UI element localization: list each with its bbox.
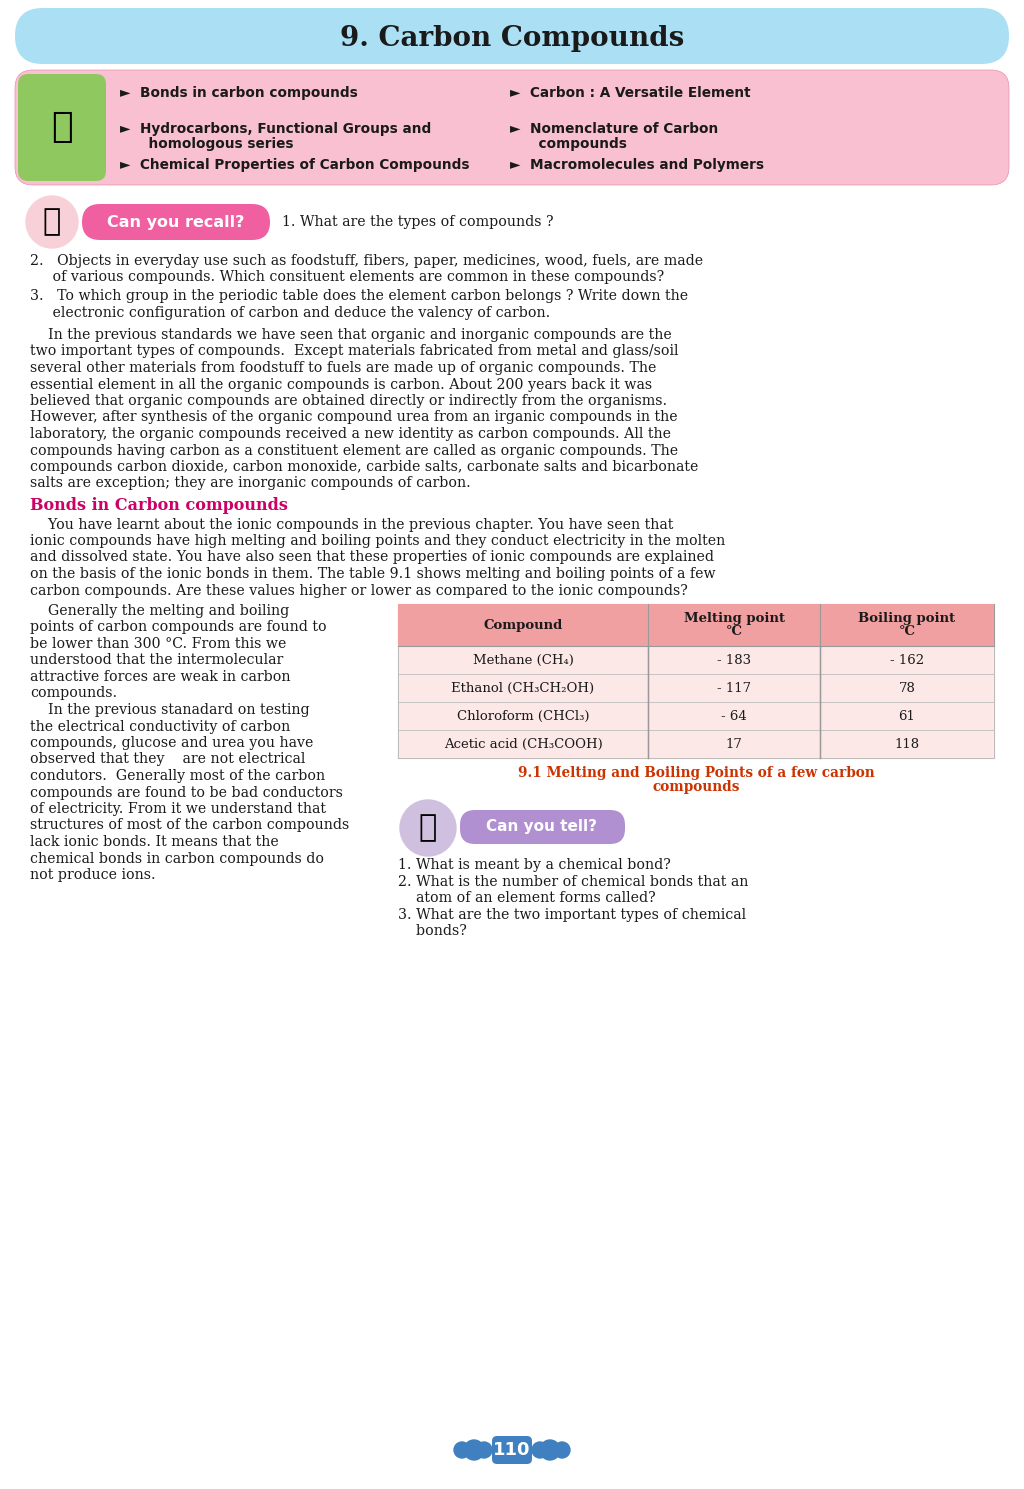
Text: homologous series: homologous series xyxy=(120,137,294,150)
Circle shape xyxy=(26,197,78,249)
FancyBboxPatch shape xyxy=(15,7,1009,64)
Text: 2.   Objects in everyday use such as foodstuff, fibers, paper, medicines, wood, : 2. Objects in everyday use such as foods… xyxy=(30,255,703,268)
FancyBboxPatch shape xyxy=(18,74,106,182)
Text: Compound: Compound xyxy=(483,618,562,631)
Bar xyxy=(398,605,994,646)
Text: 78: 78 xyxy=(899,682,915,694)
Text: compounds carbon dioxide, carbon monoxide, carbide salts, carbonate salts and bi: compounds carbon dioxide, carbon monoxid… xyxy=(30,460,698,474)
Text: 17: 17 xyxy=(726,737,742,750)
Text: compounds are found to be bad conductors: compounds are found to be bad conductors xyxy=(30,786,343,800)
Text: on the basis of the ionic bonds in them. The table 9.1 shows melting and boiling: on the basis of the ionic bonds in them.… xyxy=(30,567,716,581)
Text: ►  Nomenclature of Carbon: ► Nomenclature of Carbon xyxy=(510,122,718,135)
Text: ►  Chemical Properties of Carbon Compounds: ► Chemical Properties of Carbon Compound… xyxy=(120,158,469,173)
Text: salts are exception; they are inorganic compounds of carbon.: salts are exception; they are inorganic … xyxy=(30,476,471,490)
Text: Bonds in Carbon compounds: Bonds in Carbon compounds xyxy=(30,497,288,514)
Text: Methane (CH₄): Methane (CH₄) xyxy=(472,654,573,667)
Text: 2. What is the number of chemical bonds that an: 2. What is the number of chemical bonds … xyxy=(398,874,749,889)
Text: compounds having carbon as a constituent element are called as organic compounds: compounds having carbon as a constituent… xyxy=(30,444,678,457)
Circle shape xyxy=(476,1441,492,1458)
Text: lack ionic bonds. It means that the: lack ionic bonds. It means that the xyxy=(30,835,279,849)
Text: laboratory, the organic compounds received a new identity as carbon compounds. A: laboratory, the organic compounds receiv… xyxy=(30,427,671,441)
Text: understood that the intermolecular: understood that the intermolecular xyxy=(30,654,284,667)
Text: Boiling point: Boiling point xyxy=(858,612,955,625)
Text: not produce ions.: not produce ions. xyxy=(30,868,156,881)
Text: °C: °C xyxy=(898,625,915,637)
Text: 3.   To which group in the periodic table does the element carbon belongs ? Writ: 3. To which group in the periodic table … xyxy=(30,289,688,302)
FancyBboxPatch shape xyxy=(460,810,625,844)
Text: 1. What is meant by a chemical bond?: 1. What is meant by a chemical bond? xyxy=(398,858,671,873)
Text: Ethanol (CH₃CH₂OH): Ethanol (CH₃CH₂OH) xyxy=(452,682,595,694)
Text: compounds: compounds xyxy=(652,780,739,794)
FancyBboxPatch shape xyxy=(15,70,1009,185)
Circle shape xyxy=(454,1441,470,1458)
Circle shape xyxy=(540,1440,560,1461)
Text: °C: °C xyxy=(725,625,742,637)
Text: ►  Hydrocarbons, Functional Groups and: ► Hydrocarbons, Functional Groups and xyxy=(120,122,431,135)
Text: - 64: - 64 xyxy=(721,709,746,722)
Text: However, after synthesis of the organic compound urea from an irganic compounds : However, after synthesis of the organic … xyxy=(30,411,678,424)
Circle shape xyxy=(400,800,456,856)
Text: electronic configuration of carbon and deduce the valency of carbon.: electronic configuration of carbon and d… xyxy=(30,305,550,320)
Bar xyxy=(398,701,994,730)
Text: chemical bonds in carbon compounds do: chemical bonds in carbon compounds do xyxy=(30,852,324,865)
Circle shape xyxy=(532,1441,548,1458)
FancyBboxPatch shape xyxy=(492,1435,532,1464)
Bar xyxy=(398,605,994,758)
Text: condutors.  Generally most of the carbon: condutors. Generally most of the carbon xyxy=(30,768,326,783)
Text: compounds: compounds xyxy=(510,137,627,150)
Text: several other materials from foodstuff to fuels are made up of organic compounds: several other materials from foodstuff t… xyxy=(30,360,656,375)
Bar xyxy=(398,675,994,701)
Text: - 183: - 183 xyxy=(717,654,751,667)
Text: 1. What are the types of compounds ?: 1. What are the types of compounds ? xyxy=(282,214,554,229)
Text: 👩: 👩 xyxy=(43,207,61,237)
Text: - 117: - 117 xyxy=(717,682,751,694)
Text: 118: 118 xyxy=(894,737,920,750)
Text: compounds.: compounds. xyxy=(30,686,117,700)
FancyBboxPatch shape xyxy=(15,7,1009,64)
Text: - 162: - 162 xyxy=(890,654,924,667)
Text: the electrical conductivity of carbon: the electrical conductivity of carbon xyxy=(30,719,290,734)
Text: Can you tell?: Can you tell? xyxy=(486,819,597,834)
Text: Generally the melting and boiling: Generally the melting and boiling xyxy=(30,605,289,618)
Text: of various compounds. Which consituent elements are common in these compounds?: of various compounds. Which consituent e… xyxy=(30,271,665,284)
Text: Chloroform (CHCl₃): Chloroform (CHCl₃) xyxy=(457,709,589,722)
Text: two important types of compounds.  Except materials fabricated from metal and gl: two important types of compounds. Except… xyxy=(30,344,679,359)
Text: 110: 110 xyxy=(494,1441,530,1459)
Text: and dissolved state. You have also seen that these properties of ionic compounds: and dissolved state. You have also seen … xyxy=(30,551,714,564)
Text: be lower than 300 °C. From this we: be lower than 300 °C. From this we xyxy=(30,637,287,651)
Text: bonds?: bonds? xyxy=(398,925,467,938)
Text: 9.1 Melting and Boiling Points of a few carbon: 9.1 Melting and Boiling Points of a few … xyxy=(517,765,874,780)
Text: points of carbon compounds are found to: points of carbon compounds are found to xyxy=(30,621,327,634)
Text: observed that they    are not electrical: observed that they are not electrical xyxy=(30,752,305,767)
Bar xyxy=(398,646,994,675)
Text: ►  Macromolecules and Polymers: ► Macromolecules and Polymers xyxy=(510,158,764,173)
Text: 3. What are the two important types of chemical: 3. What are the two important types of c… xyxy=(398,907,746,922)
Text: 🧑: 🧑 xyxy=(419,813,437,843)
Circle shape xyxy=(464,1440,484,1461)
Circle shape xyxy=(554,1441,570,1458)
FancyBboxPatch shape xyxy=(82,204,270,240)
Text: In the previous standards we have seen that organic and inorganic compounds are : In the previous standards we have seen t… xyxy=(30,328,672,342)
Text: atom of an element forms called?: atom of an element forms called? xyxy=(398,890,655,905)
Text: Acetic acid (CH₃COOH): Acetic acid (CH₃COOH) xyxy=(443,737,602,750)
Text: carbon compounds. Are these values higher or lower as compared to the ionic comp: carbon compounds. Are these values highe… xyxy=(30,584,688,597)
Text: ►  Bonds in carbon compounds: ► Bonds in carbon compounds xyxy=(120,86,357,100)
Text: essential element in all the organic compounds is carbon. About 200 years back i: essential element in all the organic com… xyxy=(30,378,652,392)
Text: of electricity. From it we understand that: of electricity. From it we understand th… xyxy=(30,803,326,816)
Text: You have learnt about the ionic compounds in the previous chapter. You have seen: You have learnt about the ionic compound… xyxy=(30,518,674,532)
Text: 🐸: 🐸 xyxy=(51,110,73,144)
Text: ►  Carbon : A Versatile Element: ► Carbon : A Versatile Element xyxy=(510,86,751,100)
Text: compounds, glucose and urea you have: compounds, glucose and urea you have xyxy=(30,736,313,750)
Text: In the previous stanadard on testing: In the previous stanadard on testing xyxy=(30,703,309,718)
Text: attractive forces are weak in carbon: attractive forces are weak in carbon xyxy=(30,670,291,683)
Text: 9. Carbon Compounds: 9. Carbon Compounds xyxy=(340,24,684,52)
Bar xyxy=(398,730,994,758)
Text: 61: 61 xyxy=(899,709,915,722)
Text: Can you recall?: Can you recall? xyxy=(108,214,245,229)
Text: believed that organic compounds are obtained directly or indirectly from the org: believed that organic compounds are obta… xyxy=(30,395,667,408)
Text: structures of most of the carbon compounds: structures of most of the carbon compoun… xyxy=(30,819,349,832)
Text: Melting point: Melting point xyxy=(683,612,784,625)
Text: ionic compounds have high melting and boiling points and they conduct electricit: ionic compounds have high melting and bo… xyxy=(30,535,725,548)
